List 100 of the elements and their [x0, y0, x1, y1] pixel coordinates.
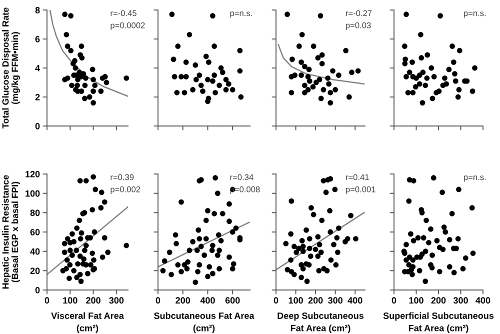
point [212, 90, 218, 96]
point [410, 257, 416, 263]
x-tick-label: 200 [431, 297, 446, 304]
point [410, 272, 415, 278]
point [90, 207, 96, 212]
point [410, 60, 415, 65]
point [330, 68, 336, 74]
point [315, 234, 321, 240]
point [318, 13, 324, 18]
point [446, 66, 452, 72]
y-tick-label: 4 [35, 65, 40, 72]
x-tick-label: 200 [308, 297, 323, 304]
point [404, 74, 409, 80]
point [422, 278, 428, 284]
point [420, 100, 426, 106]
point [328, 229, 334, 235]
point [64, 44, 70, 49]
point [300, 266, 306, 272]
y-axis-title: Total Glucose Disposal Rate (mg/kg FFM•min) [2, 8, 20, 129]
point [431, 74, 437, 80]
point [74, 248, 80, 254]
y-tick-label: 120 [26, 170, 40, 178]
point [426, 240, 432, 246]
point [299, 32, 305, 38]
point [325, 75, 331, 81]
point [174, 240, 179, 246]
point [402, 60, 408, 66]
point [456, 186, 462, 192]
point [194, 248, 200, 254]
point [328, 257, 334, 263]
point [306, 246, 312, 252]
x-tick-label: 300 [109, 297, 124, 304]
point [469, 205, 475, 211]
point [310, 84, 316, 90]
point [430, 175, 436, 181]
point [62, 240, 68, 246]
point [300, 248, 306, 254]
annotation: p=n.s. [464, 176, 486, 182]
y-tick-label: 8 [35, 6, 40, 14]
point [98, 205, 104, 211]
point [313, 80, 319, 86]
point [304, 278, 310, 284]
y-tick-label: 20 [30, 268, 40, 274]
y-axis-title: Hepatic Insulin Resistance (Basal EGP x basal FPI) [2, 175, 20, 289]
point [160, 268, 166, 274]
annotation: r=-0.45 [110, 10, 136, 16]
point [182, 90, 188, 96]
y-tick-label: 40 [30, 248, 40, 255]
point [170, 56, 176, 62]
point [420, 70, 426, 76]
point [203, 54, 209, 60]
point [438, 13, 443, 18]
point [318, 250, 324, 255]
point [226, 201, 232, 207]
point [292, 72, 298, 78]
y-tick-label: 0 [35, 122, 40, 130]
x-tick-label: 0 [44, 297, 50, 304]
point [328, 100, 334, 106]
point [305, 74, 311, 80]
point [440, 190, 445, 196]
point [82, 96, 88, 102]
point [335, 250, 340, 255]
point [472, 65, 478, 71]
point [299, 238, 305, 244]
point [333, 262, 339, 268]
point [326, 81, 332, 87]
point [316, 242, 322, 248]
point [78, 230, 84, 236]
point [124, 75, 130, 81]
point [442, 75, 448, 81]
point [105, 250, 111, 255]
point [418, 32, 424, 38]
y-tick-label: 60 [30, 228, 40, 236]
point [102, 235, 108, 240]
point [429, 265, 435, 270]
point [212, 210, 218, 216]
point [306, 78, 312, 84]
point [332, 186, 338, 192]
point [196, 227, 202, 233]
point [283, 240, 289, 246]
point [455, 94, 461, 100]
point [430, 252, 435, 258]
point [451, 270, 457, 276]
point [226, 81, 232, 87]
point [75, 76, 80, 82]
point [450, 60, 456, 65]
point [416, 72, 422, 78]
point [298, 60, 304, 65]
point [456, 87, 462, 92]
point [90, 66, 96, 72]
point [200, 88, 206, 94]
annotation: p=0.002 [110, 186, 140, 194]
point [320, 87, 326, 92]
point [404, 12, 409, 18]
annotation: p=n.s. [230, 12, 252, 18]
point [237, 48, 243, 54]
point [446, 264, 452, 270]
x-tick-label: 100 [63, 297, 78, 304]
point [98, 190, 104, 196]
point [79, 55, 85, 61]
